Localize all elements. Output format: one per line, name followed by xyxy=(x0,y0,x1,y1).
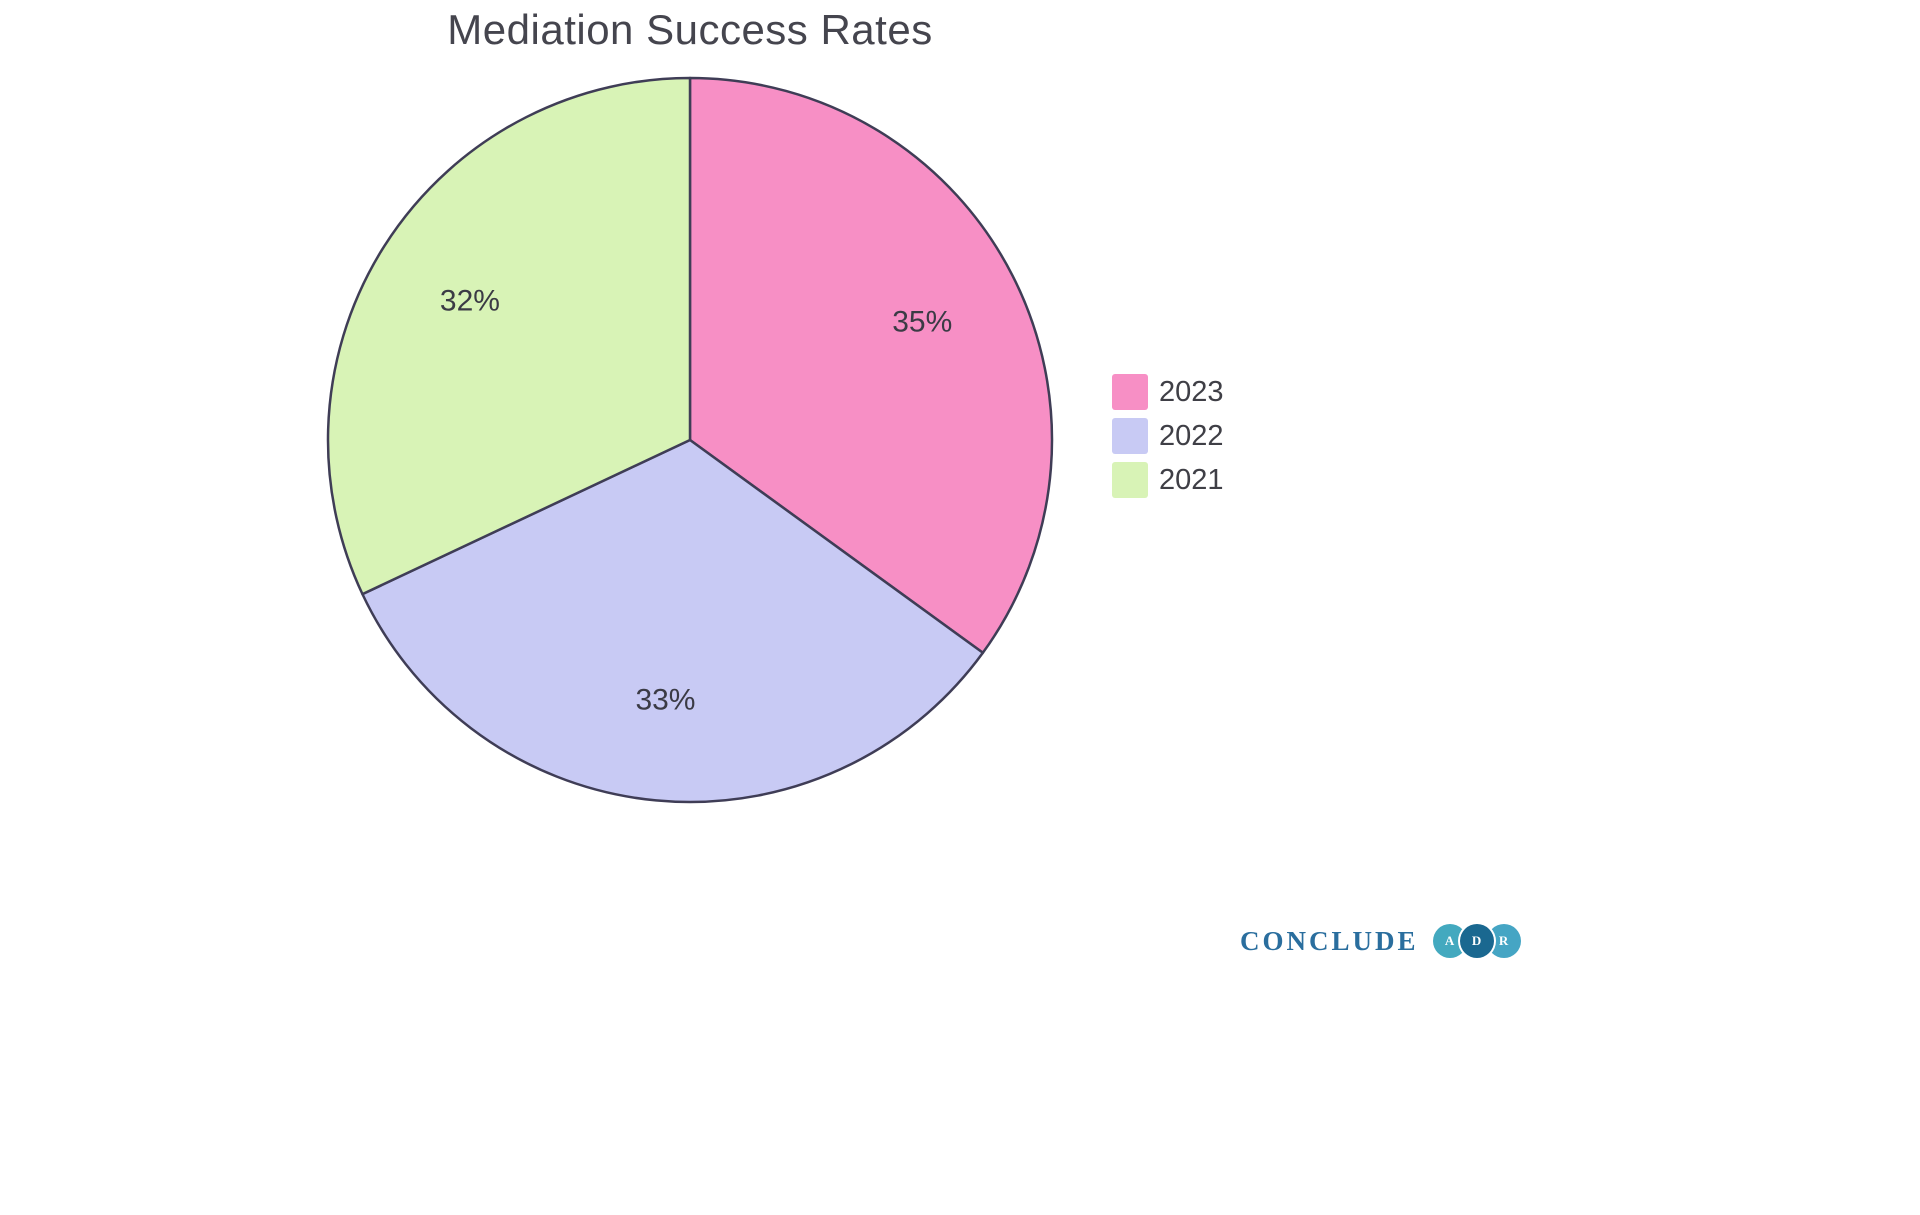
chart-title: Mediation Success Rates xyxy=(447,6,933,53)
legend-label: 2022 xyxy=(1159,419,1224,452)
legend-swatch xyxy=(1112,462,1148,498)
pie-slice-label-2022: 33% xyxy=(635,683,695,716)
legend-label: 2021 xyxy=(1159,463,1224,496)
legend-item-2023: 2023 xyxy=(1112,374,1224,410)
legend-swatch xyxy=(1112,418,1148,454)
brand-badge-D: D xyxy=(1459,924,1494,958)
pie-slice-2023 xyxy=(688,76,1054,655)
brand-badge-R: R xyxy=(1486,924,1521,958)
legend-item-2022: 2022 xyxy=(1112,418,1224,454)
brand-wordmark: CONCLUDE xyxy=(1240,925,1419,956)
legend: 2023 2022 2021 xyxy=(1112,374,1224,498)
legend-label: 2023 xyxy=(1159,375,1224,408)
pie-slice-2021 xyxy=(326,76,692,596)
pie-slice-label-2021: 32% xyxy=(440,284,500,317)
legend-item-2021: 2021 xyxy=(1112,462,1224,498)
legend-swatch xyxy=(1112,374,1148,410)
pie-slice-label-2023: 35% xyxy=(892,306,952,339)
pie-slice-2022 xyxy=(361,438,985,804)
